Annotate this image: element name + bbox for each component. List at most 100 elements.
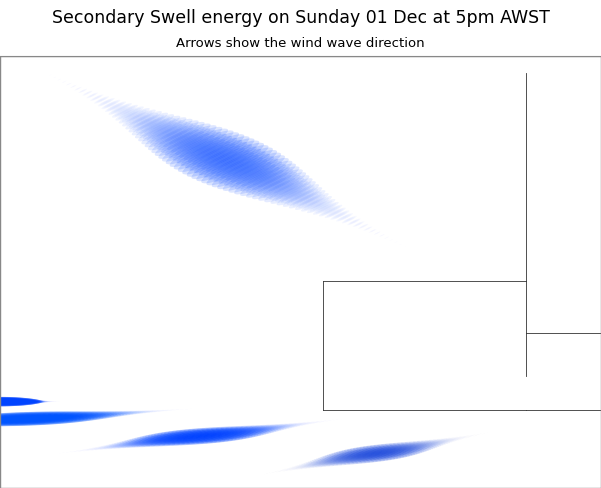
- Ellipse shape: [189, 430, 237, 439]
- Ellipse shape: [0, 416, 36, 423]
- Ellipse shape: [122, 441, 155, 447]
- Ellipse shape: [378, 448, 401, 454]
- Ellipse shape: [168, 132, 221, 158]
- Ellipse shape: [112, 411, 136, 415]
- Ellipse shape: [135, 116, 180, 139]
- Ellipse shape: [64, 413, 96, 418]
- Ellipse shape: [145, 437, 185, 445]
- Ellipse shape: [0, 413, 51, 426]
- Ellipse shape: [188, 428, 246, 440]
- Ellipse shape: [59, 413, 93, 419]
- Ellipse shape: [109, 444, 131, 448]
- Ellipse shape: [218, 156, 247, 170]
- Ellipse shape: [429, 440, 448, 444]
- Ellipse shape: [356, 447, 404, 458]
- Ellipse shape: [1, 399, 35, 404]
- Ellipse shape: [53, 412, 98, 420]
- Ellipse shape: [139, 118, 175, 136]
- Ellipse shape: [0, 398, 13, 405]
- Ellipse shape: [0, 397, 40, 406]
- Ellipse shape: [0, 415, 34, 425]
- Ellipse shape: [320, 456, 355, 465]
- Ellipse shape: [263, 425, 284, 429]
- Ellipse shape: [45, 415, 72, 419]
- Ellipse shape: [0, 416, 29, 425]
- Ellipse shape: [275, 183, 311, 202]
- Ellipse shape: [225, 160, 267, 181]
- Ellipse shape: [10, 415, 54, 422]
- Ellipse shape: [197, 145, 240, 167]
- Ellipse shape: [213, 154, 242, 168]
- Ellipse shape: [276, 184, 319, 205]
- Ellipse shape: [162, 128, 228, 162]
- Ellipse shape: [0, 398, 29, 405]
- Ellipse shape: [194, 429, 241, 439]
- Ellipse shape: [143, 120, 182, 139]
- Ellipse shape: [251, 425, 281, 431]
- Ellipse shape: [212, 429, 245, 436]
- Ellipse shape: [334, 457, 353, 462]
- Ellipse shape: [23, 400, 45, 403]
- Ellipse shape: [151, 123, 210, 153]
- Ellipse shape: [165, 130, 216, 156]
- Ellipse shape: [99, 411, 124, 416]
- Ellipse shape: [255, 425, 284, 430]
- Ellipse shape: [0, 397, 18, 406]
- Ellipse shape: [0, 398, 40, 406]
- Ellipse shape: [313, 461, 331, 466]
- Ellipse shape: [168, 436, 191, 441]
- Ellipse shape: [38, 414, 78, 420]
- Ellipse shape: [307, 199, 335, 213]
- Ellipse shape: [159, 436, 193, 443]
- Ellipse shape: [65, 412, 105, 419]
- Ellipse shape: [0, 398, 17, 405]
- Ellipse shape: [37, 411, 97, 421]
- Ellipse shape: [416, 442, 436, 447]
- Ellipse shape: [153, 437, 185, 443]
- Ellipse shape: [122, 110, 156, 126]
- Ellipse shape: [248, 170, 273, 183]
- Ellipse shape: [182, 431, 231, 440]
- Ellipse shape: [362, 451, 386, 457]
- Ellipse shape: [0, 397, 16, 406]
- Ellipse shape: [194, 433, 218, 438]
- Ellipse shape: [163, 129, 199, 147]
- Ellipse shape: [206, 150, 249, 172]
- Ellipse shape: [174, 134, 245, 169]
- Ellipse shape: [164, 431, 225, 443]
- Ellipse shape: [221, 427, 259, 435]
- Ellipse shape: [192, 431, 228, 439]
- Ellipse shape: [201, 432, 225, 437]
- Ellipse shape: [316, 458, 346, 465]
- Ellipse shape: [344, 452, 379, 460]
- Ellipse shape: [0, 416, 14, 427]
- Ellipse shape: [201, 427, 255, 438]
- Ellipse shape: [184, 432, 221, 440]
- Ellipse shape: [325, 455, 362, 464]
- Ellipse shape: [345, 454, 367, 460]
- Ellipse shape: [329, 453, 370, 463]
- Ellipse shape: [4, 400, 29, 404]
- Ellipse shape: [0, 417, 8, 427]
- Ellipse shape: [199, 146, 257, 175]
- Ellipse shape: [332, 455, 361, 462]
- Ellipse shape: [0, 419, 5, 423]
- Ellipse shape: [383, 446, 415, 453]
- Ellipse shape: [223, 158, 251, 173]
- Ellipse shape: [0, 416, 31, 424]
- Ellipse shape: [183, 434, 207, 439]
- Ellipse shape: [82, 412, 114, 417]
- Ellipse shape: [221, 157, 263, 178]
- Ellipse shape: [187, 141, 260, 177]
- Ellipse shape: [274, 183, 303, 198]
- Ellipse shape: [374, 448, 398, 454]
- Ellipse shape: [405, 443, 429, 448]
- Ellipse shape: [390, 445, 419, 451]
- Ellipse shape: [317, 460, 339, 465]
- Ellipse shape: [368, 447, 404, 456]
- Ellipse shape: [0, 397, 25, 406]
- Ellipse shape: [192, 143, 235, 165]
- Ellipse shape: [336, 451, 382, 462]
- Ellipse shape: [0, 417, 18, 425]
- Ellipse shape: [198, 433, 222, 437]
